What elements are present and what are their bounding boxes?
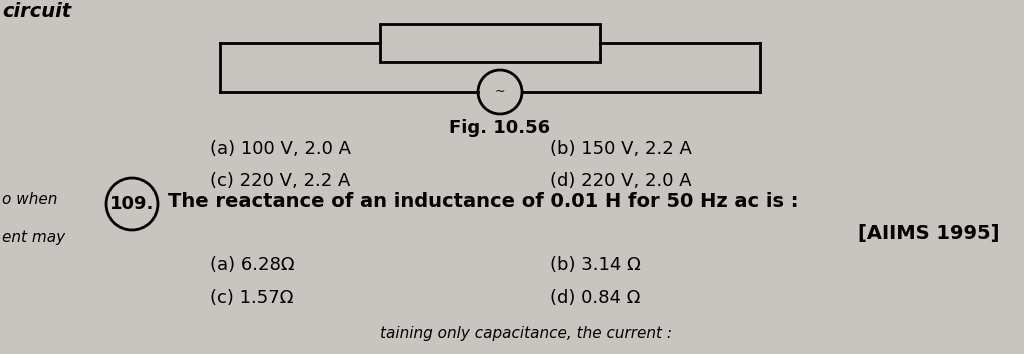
Text: (b) 150 V, 2.2 A: (b) 150 V, 2.2 A [550, 140, 692, 158]
Text: ~: ~ [495, 85, 505, 97]
Text: o when: o when [2, 192, 57, 207]
Text: (c) 1.57Ω: (c) 1.57Ω [210, 289, 293, 307]
Text: [AIIMS 1995]: [AIIMS 1995] [858, 224, 1000, 243]
Text: (a) 6.28Ω: (a) 6.28Ω [210, 256, 295, 274]
Text: ent may: ent may [2, 230, 66, 245]
Text: (d) 220 V, 2.0 A: (d) 220 V, 2.0 A [550, 172, 691, 190]
Text: (b) 3.14 Ω: (b) 3.14 Ω [550, 256, 641, 274]
Text: taining only capacitance, the current :: taining only capacitance, the current : [380, 326, 672, 341]
Text: 109.: 109. [110, 195, 155, 213]
Bar [380, 24, 600, 62]
Text: Fig. 10.56: Fig. 10.56 [450, 119, 551, 137]
Text: (d) 0.84 Ω: (d) 0.84 Ω [550, 289, 640, 307]
Text: (a) 100 V, 2.0 A: (a) 100 V, 2.0 A [210, 140, 351, 158]
Text: circuit: circuit [2, 2, 71, 21]
Text: (c) 220 V, 2.2 A: (c) 220 V, 2.2 A [210, 172, 350, 190]
Text: The reactance of an inductance of 0.01 H for 50 Hz ac is :: The reactance of an inductance of 0.01 H… [168, 192, 799, 211]
